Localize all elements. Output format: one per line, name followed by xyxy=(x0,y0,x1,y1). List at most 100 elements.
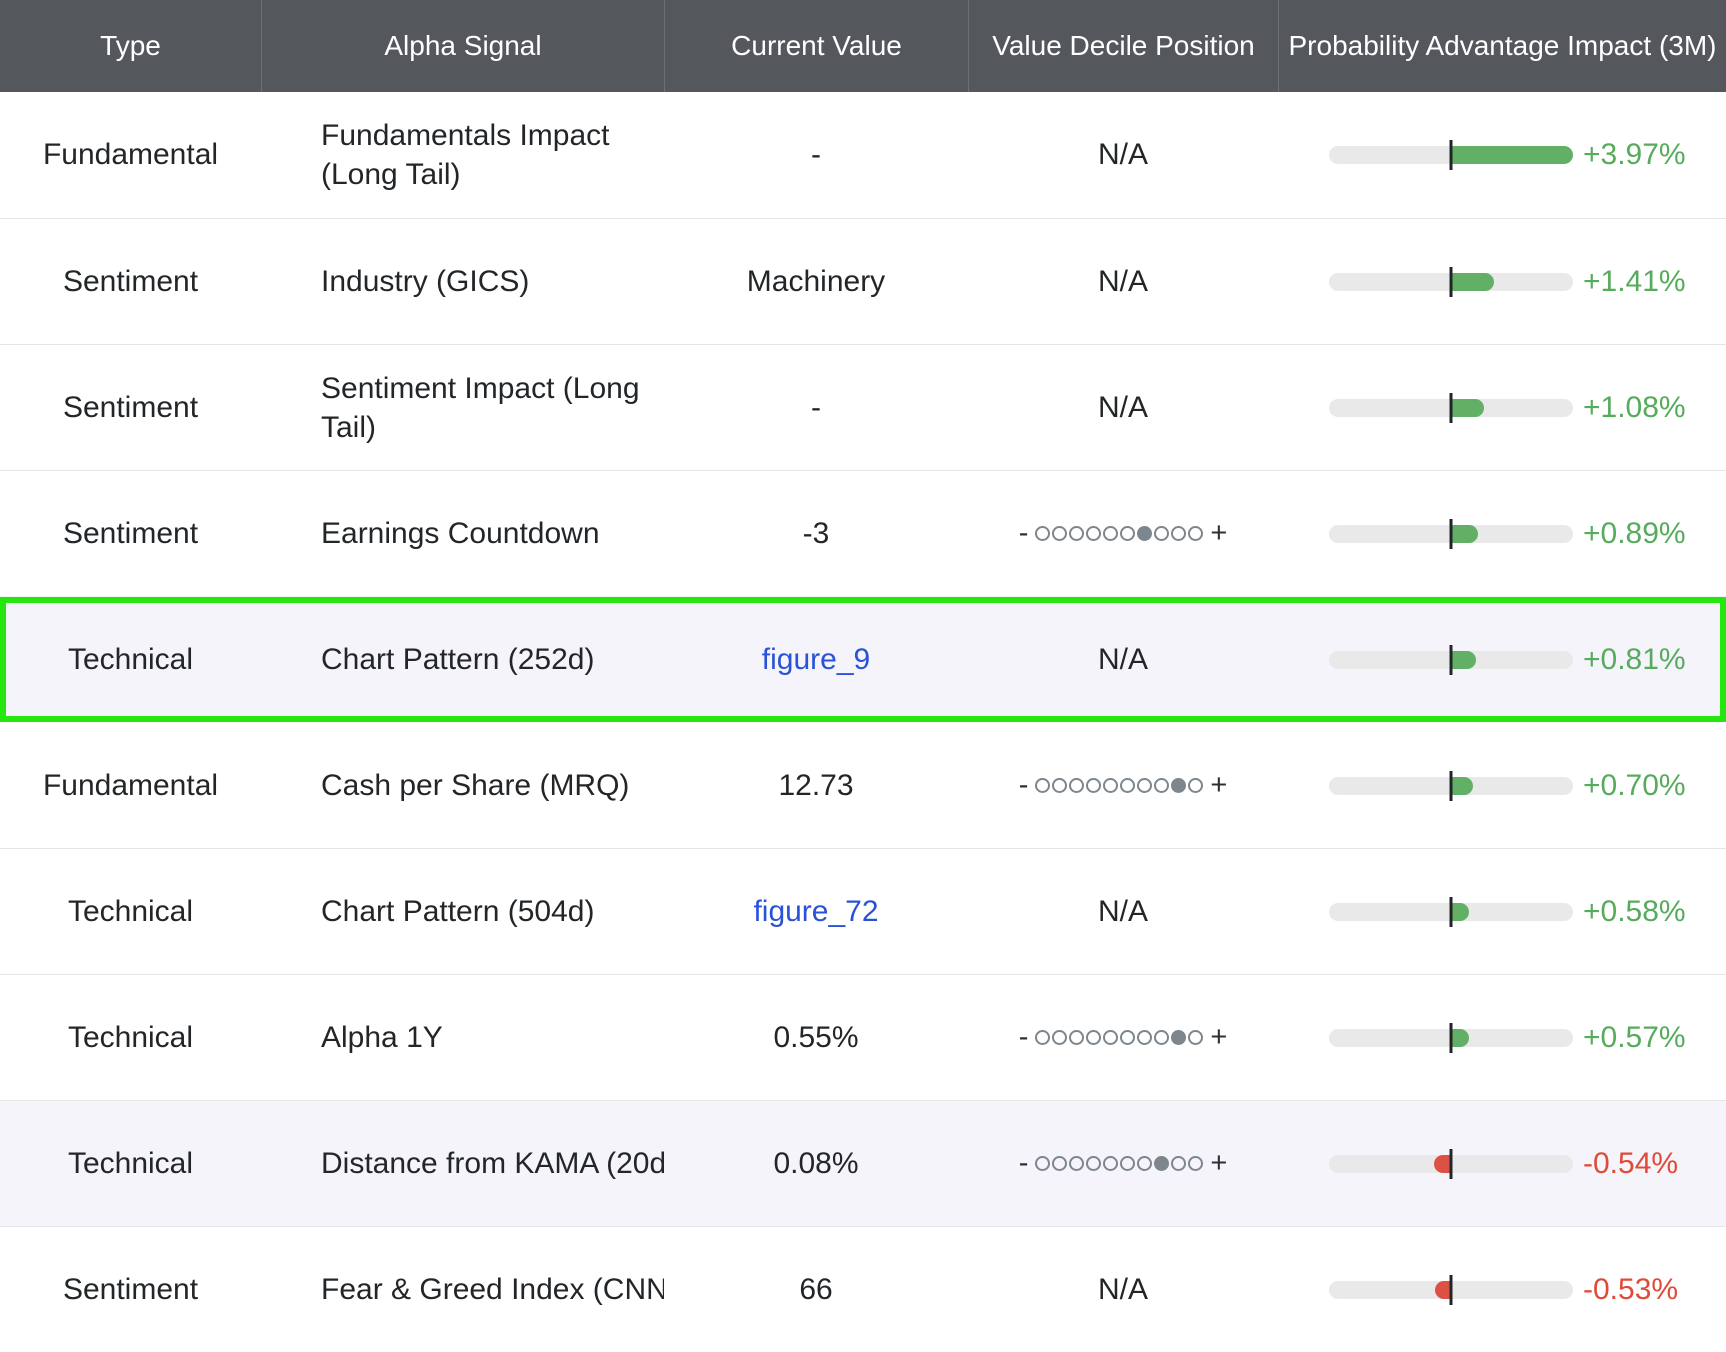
decile-dot xyxy=(1171,526,1187,541)
current-value-cell: -3 xyxy=(664,471,968,596)
decile-widget: - + xyxy=(1014,1023,1233,1052)
decile-dot xyxy=(1052,526,1068,541)
table-row[interactable]: Technical Distance from KAMA (20d) 0.08%… xyxy=(0,1100,1726,1226)
impact-bar-fill xyxy=(1451,776,1473,795)
impact-cell: +0.89% xyxy=(1278,471,1726,596)
impact-bar-fill xyxy=(1435,1280,1451,1299)
type-label: Technical xyxy=(67,642,194,676)
impact-bar-track xyxy=(1329,1022,1573,1053)
impact-cell: +3.97% xyxy=(1278,92,1726,218)
alpha-signal-cell: Chart Pattern (504d) xyxy=(261,849,664,974)
impact-center-tick xyxy=(1449,770,1453,801)
impact-center-tick xyxy=(1449,266,1453,297)
current-value-label: - xyxy=(811,390,821,424)
decile-dot xyxy=(1103,778,1119,793)
alpha-signal-cell: Sentiment Impact (Long Tail) xyxy=(261,345,664,470)
table-row[interactable]: Technical Chart Pattern (504d) figure_72… xyxy=(0,848,1726,974)
figure-link[interactable]: figure_72 xyxy=(753,894,879,928)
value-decile-cell: - + xyxy=(968,1101,1278,1226)
decile-dot xyxy=(1103,1156,1119,1171)
decile-dot xyxy=(1069,1030,1085,1045)
decile-minus-sign: - xyxy=(1018,517,1029,549)
current-value-label: 0.08% xyxy=(773,1146,859,1180)
impact-cell: +0.70% xyxy=(1278,723,1726,848)
alpha-signal-label: Chart Pattern (504d) xyxy=(321,895,595,928)
type-label: Technical xyxy=(67,894,194,928)
current-value-label: 66 xyxy=(799,1272,833,1306)
decile-dot xyxy=(1154,778,1170,793)
decile-dot xyxy=(1120,526,1136,541)
decile-plus-sign: + xyxy=(1210,1021,1228,1053)
decile-na-label: N/A xyxy=(1097,264,1148,298)
table-row[interactable]: Technical Alpha 1Y 0.55% - + +0.57% xyxy=(0,974,1726,1100)
alpha-signal-cell: Chart Pattern (252d) xyxy=(261,597,664,722)
current-value-label: -3 xyxy=(802,516,830,550)
impact-center-tick xyxy=(1449,1274,1453,1305)
decile-dots xyxy=(1035,778,1204,793)
decile-dot xyxy=(1069,526,1085,541)
impact-value-label: +1.41% xyxy=(1583,264,1686,298)
type-cell: Fundamental xyxy=(0,92,261,218)
decile-na-label: N/A xyxy=(1097,1272,1148,1306)
impact-value-label: +0.57% xyxy=(1583,1020,1686,1054)
type-cell: Sentiment xyxy=(0,345,261,470)
decile-dot xyxy=(1052,1030,1068,1045)
impact-cell: +1.41% xyxy=(1278,219,1726,344)
alpha-signal-cell: Alpha 1Y xyxy=(261,975,664,1100)
value-decile-cell: N/A xyxy=(968,219,1278,344)
value-decile-cell: N/A xyxy=(968,1227,1278,1352)
type-label: Sentiment xyxy=(62,264,199,298)
impact-bar-fill xyxy=(1451,272,1494,291)
impact-bar-track xyxy=(1329,896,1573,927)
impact-bar-track xyxy=(1329,266,1573,297)
decile-dot xyxy=(1188,778,1204,793)
decile-widget: - + xyxy=(1014,1149,1233,1178)
impact-center-tick xyxy=(1449,896,1453,927)
current-value-cell: 12.73 xyxy=(664,723,968,848)
impact-value-label: -0.54% xyxy=(1583,1146,1679,1180)
table-row[interactable]: Sentiment Sentiment Impact (Long Tail) - … xyxy=(0,344,1726,470)
decile-minus-sign: - xyxy=(1018,1021,1029,1053)
impact-value-label: +0.81% xyxy=(1583,642,1686,676)
figure-link[interactable]: figure_9 xyxy=(761,642,871,676)
table-row[interactable]: Technical Chart Pattern (252d) figure_9 … xyxy=(0,596,1726,722)
decile-dot xyxy=(1137,778,1153,793)
alpha-signal-cell: Cash per Share (MRQ) xyxy=(261,723,664,848)
alpha-signal-label: Cash per Share (MRQ) xyxy=(321,769,630,802)
decile-dot xyxy=(1052,778,1068,793)
table-row[interactable]: Fundamental Fundamentals Impact (Long Tai… xyxy=(0,92,1726,218)
decile-dot xyxy=(1086,526,1102,541)
type-label: Technical xyxy=(67,1020,194,1054)
type-cell: Technical xyxy=(0,1101,261,1226)
type-cell: Sentiment xyxy=(0,471,261,596)
table-header: Type Alpha Signal Current Value Value De… xyxy=(0,0,1726,92)
impact-center-tick xyxy=(1449,518,1453,549)
current-value-cell: - xyxy=(664,345,968,470)
value-decile-cell: N/A xyxy=(968,597,1278,722)
column-header-alpha-signal: Alpha Signal xyxy=(261,0,664,92)
decile-dot xyxy=(1120,778,1136,793)
column-header-current-value: Current Value xyxy=(664,0,968,92)
table-row[interactable]: Sentiment Fear & Greed Index (CNN) 66 N/… xyxy=(0,1226,1726,1352)
decile-widget: - + xyxy=(1014,519,1233,548)
alpha-signal-cell: Fear & Greed Index (CNN) xyxy=(261,1227,664,1352)
impact-cell: +0.57% xyxy=(1278,975,1726,1100)
current-value-cell: 66 xyxy=(664,1227,968,1352)
decile-dot xyxy=(1171,1156,1187,1171)
table-row[interactable]: Fundamental Cash per Share (MRQ) 12.73 -… xyxy=(0,722,1726,848)
decile-plus-sign: + xyxy=(1210,769,1228,801)
decile-dot-filled xyxy=(1154,1156,1170,1171)
table-row[interactable]: Sentiment Industry (GICS) Machinery N/A … xyxy=(0,218,1726,344)
alpha-signal-cell: Industry (GICS) xyxy=(261,219,664,344)
impact-center-tick xyxy=(1449,1148,1453,1179)
decile-dot xyxy=(1188,1156,1204,1171)
decile-dots xyxy=(1035,1030,1204,1045)
table-row[interactable]: Sentiment Earnings Countdown -3 - + +0.8… xyxy=(0,470,1726,596)
decile-dot xyxy=(1086,1030,1102,1045)
decile-dot xyxy=(1120,1156,1136,1171)
type-cell: Technical xyxy=(0,597,261,722)
current-value-cell: - xyxy=(664,92,968,218)
impact-bar-fill xyxy=(1451,146,1573,164)
type-label: Fundamental xyxy=(42,138,219,171)
impact-value-label: +0.58% xyxy=(1583,894,1686,928)
